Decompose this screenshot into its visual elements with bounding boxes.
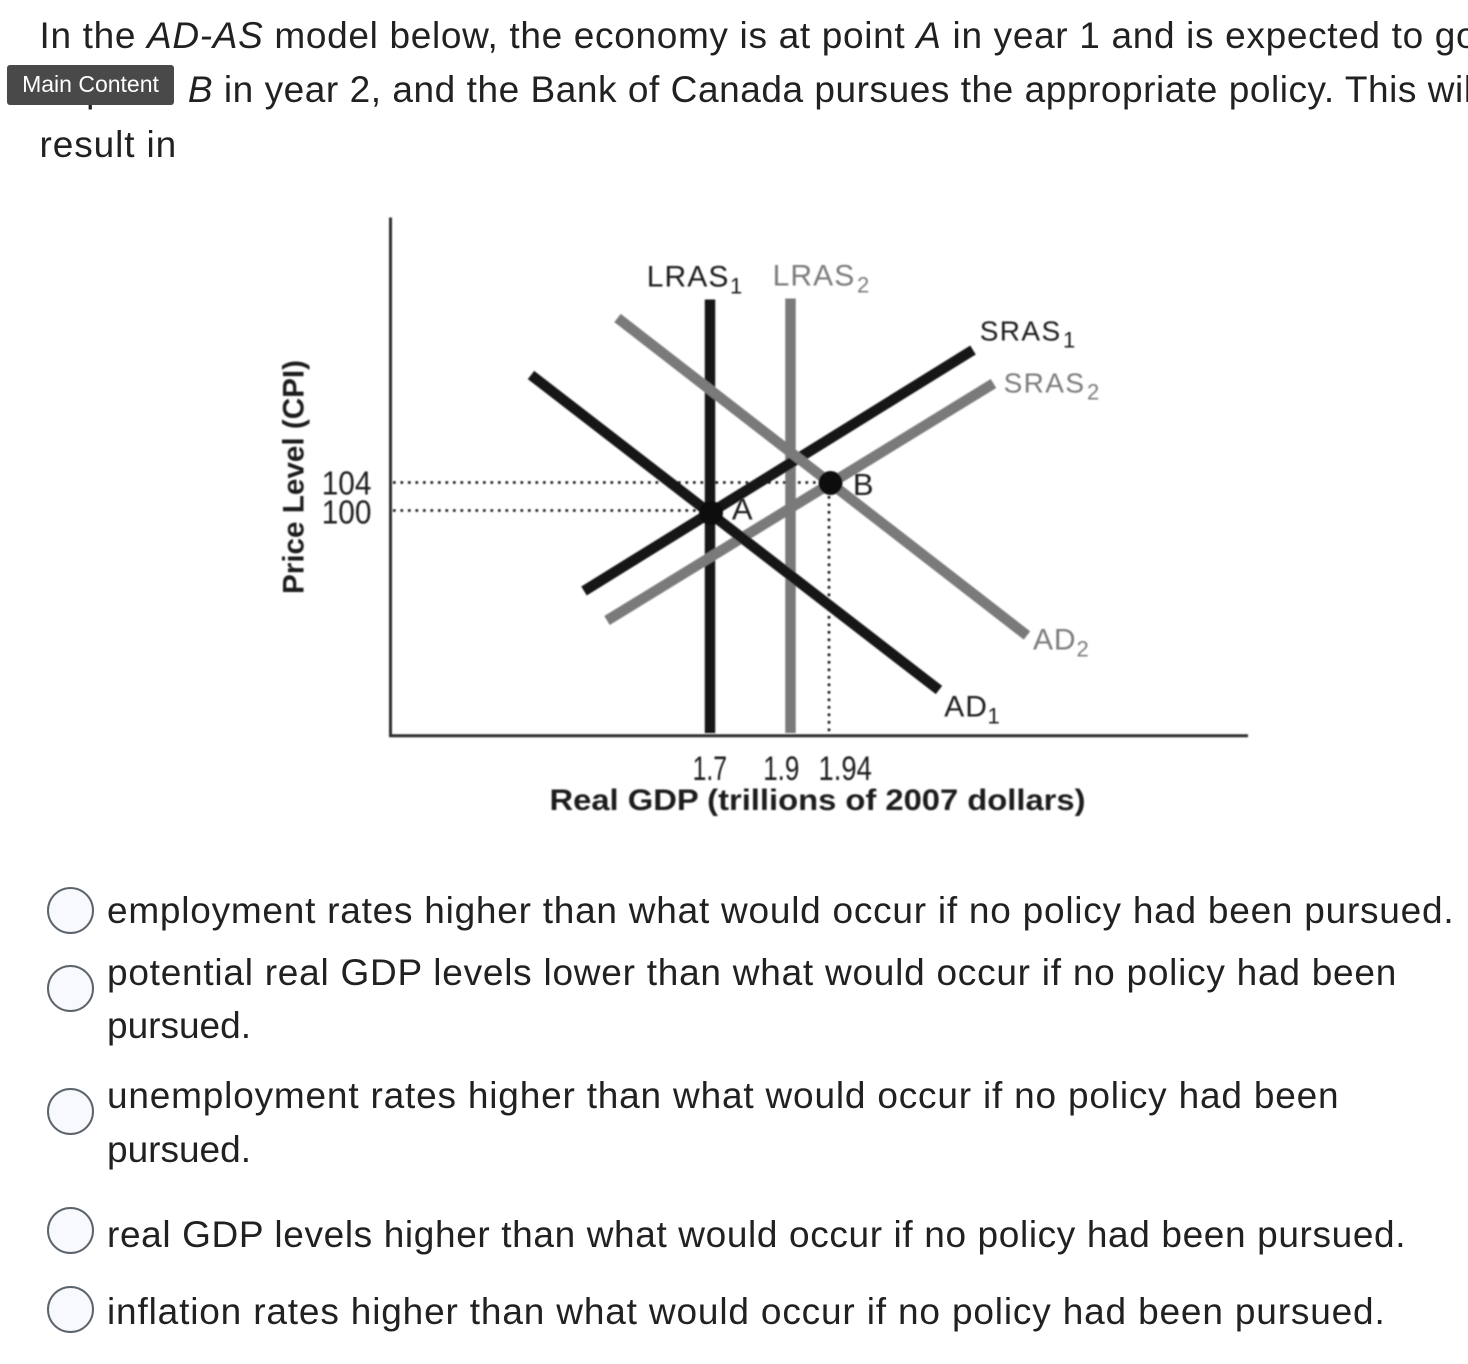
svg-text:Real GDP (trillions of 2007 do: Real GDP (trillions of 2007 dollars) (550, 784, 1086, 817)
svg-text:Price Level (CPI): Price Level (CPI) (278, 360, 311, 594)
svg-text:LRAS: LRAS (773, 260, 856, 293)
svg-text:1: 1 (730, 274, 742, 299)
svg-text:104: 104 (322, 465, 372, 502)
svg-text:AD: AD (944, 691, 987, 724)
svg-text:2: 2 (857, 273, 869, 298)
svg-text:1.7: 1.7 (693, 750, 727, 788)
svg-text:SRAS: SRAS (980, 316, 1062, 347)
svg-text:100: 100 (322, 494, 372, 531)
svg-text:1.9: 1.9 (763, 750, 799, 788)
svg-text:AD: AD (1033, 624, 1076, 657)
svg-text:2: 2 (1087, 380, 1099, 405)
svg-text:1.94: 1.94 (819, 750, 872, 788)
svg-text:A: A (732, 492, 753, 527)
svg-text:LRAS: LRAS (647, 261, 730, 294)
svg-text:B: B (853, 467, 874, 502)
svg-text:SRAS: SRAS (1004, 368, 1086, 399)
svg-text:2: 2 (1077, 637, 1089, 662)
svg-text:1: 1 (1063, 328, 1075, 353)
svg-text:1: 1 (988, 704, 1000, 729)
